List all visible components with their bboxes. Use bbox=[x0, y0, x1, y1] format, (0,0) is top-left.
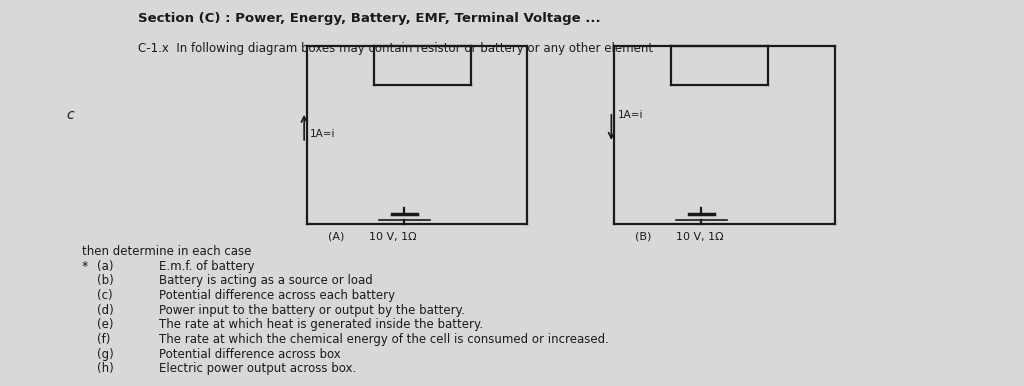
Text: then determine in each case: then determine in each case bbox=[82, 245, 251, 258]
Text: 1A=i: 1A=i bbox=[617, 110, 643, 120]
Text: Potential difference across box: Potential difference across box bbox=[159, 348, 340, 361]
Text: *: * bbox=[82, 260, 88, 273]
Text: 10 V, 1Ω: 10 V, 1Ω bbox=[676, 232, 724, 242]
Text: Electric power output across box.: Electric power output across box. bbox=[159, 362, 356, 376]
Text: E.m.f. of battery: E.m.f. of battery bbox=[159, 260, 254, 273]
Text: Potential difference across each battery: Potential difference across each battery bbox=[159, 289, 395, 302]
Text: (A): (A) bbox=[328, 232, 344, 242]
Text: (B): (B) bbox=[635, 232, 651, 242]
Text: Section (C) : Power, Energy, Battery, EMF, Terminal Voltage ...: Section (C) : Power, Energy, Battery, EM… bbox=[138, 12, 601, 25]
Text: (a): (a) bbox=[97, 260, 114, 273]
Text: (c): (c) bbox=[97, 289, 113, 302]
Text: (h): (h) bbox=[97, 362, 114, 376]
Text: Battery is acting as a source or load: Battery is acting as a source or load bbox=[159, 274, 373, 288]
Text: (e): (e) bbox=[97, 318, 114, 332]
Text: (f): (f) bbox=[97, 333, 111, 346]
Text: 1A=i: 1A=i bbox=[310, 129, 336, 139]
Text: (d): (d) bbox=[97, 304, 114, 317]
Text: The rate at which the chemical energy of the cell is consumed or increased.: The rate at which the chemical energy of… bbox=[159, 333, 608, 346]
Text: Power input to the battery or output by the battery.: Power input to the battery or output by … bbox=[159, 304, 465, 317]
Text: (b): (b) bbox=[97, 274, 114, 288]
Text: (g): (g) bbox=[97, 348, 114, 361]
Text: The rate at which heat is generated inside the battery.: The rate at which heat is generated insi… bbox=[159, 318, 483, 332]
Text: c: c bbox=[67, 108, 74, 122]
Text: 10 V, 1Ω: 10 V, 1Ω bbox=[369, 232, 417, 242]
Text: C-1.x  In following diagram boxes may contain resistor or battery or any other e: C-1.x In following diagram boxes may con… bbox=[138, 42, 653, 56]
